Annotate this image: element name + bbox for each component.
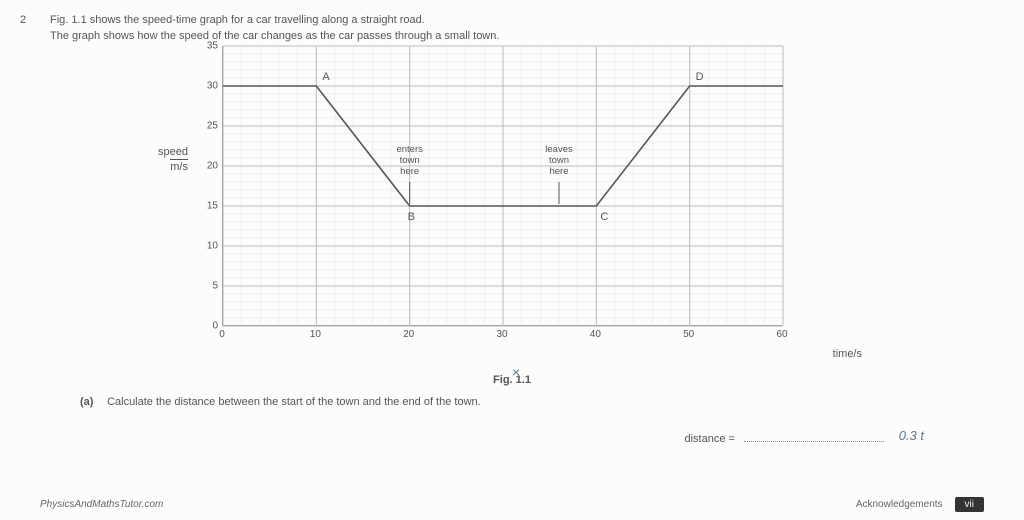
page-number: vii (955, 497, 984, 512)
speed-time-chart: speed m/s ABCDenterstownhereleavestownhe… (192, 46, 832, 356)
y-tick-label: 25 (200, 121, 218, 132)
x-tick-label: 60 (772, 329, 792, 340)
svg-text:C: C (600, 211, 608, 223)
svg-text:here: here (549, 166, 568, 177)
y-tick-label: 20 (200, 161, 218, 172)
footer-source: PhysicsAndMathsTutor.com (40, 499, 163, 510)
handwritten-cross-icon: × (512, 364, 520, 380)
handwritten-answer: 0.3 t (899, 428, 924, 443)
svg-text:A: A (322, 71, 330, 83)
svg-text:here: here (400, 166, 419, 177)
svg-text:enters: enters (396, 144, 423, 155)
footer-ack: Acknowledgements (856, 499, 943, 510)
question-line-2: The graph shows how the speed of the car… (50, 30, 984, 42)
svg-text:B: B (408, 211, 415, 223)
y-tick-label: 30 (200, 81, 218, 92)
x-tick-label: 0 (212, 329, 232, 340)
svg-text:town: town (549, 155, 569, 166)
x-tick-label: 10 (305, 329, 325, 340)
x-tick-label: 40 (585, 329, 605, 340)
svg-text:D: D (696, 71, 704, 83)
y-tick-label: 35 (200, 41, 218, 52)
y-axis-label: speed m/s (152, 146, 188, 174)
question-number: 2 (20, 14, 26, 26)
sub-question-text: Calculate the distance between the start… (107, 396, 481, 408)
svg-text:leaves: leaves (545, 144, 573, 155)
answer-blank: 0.3 t (744, 430, 884, 442)
sub-question-part: (a) (80, 396, 104, 408)
y-tick-label: 5 (200, 281, 218, 292)
answer-label: distance = (684, 433, 734, 445)
y-tick-label: 10 (200, 241, 218, 252)
y-tick-label: 15 (200, 201, 218, 212)
question-line-1: 2 Fig. 1.1 shows the speed-time graph fo… (50, 14, 984, 26)
x-tick-label: 30 (492, 329, 512, 340)
page-footer: PhysicsAndMathsTutor.com Acknowledgement… (40, 497, 984, 512)
answer-line: distance = 0.3 t (40, 430, 884, 445)
x-tick-label: 50 (679, 329, 699, 340)
svg-text:town: town (400, 155, 420, 166)
x-tick-label: 20 (399, 329, 419, 340)
sub-question-a: (a) Calculate the distance between the s… (80, 396, 984, 408)
question-text-1: Fig. 1.1 shows the speed-time graph for … (50, 14, 425, 26)
chart-grid: ABCDenterstownhereleavestownhere (222, 46, 782, 326)
x-axis-label: time/s (833, 348, 862, 360)
